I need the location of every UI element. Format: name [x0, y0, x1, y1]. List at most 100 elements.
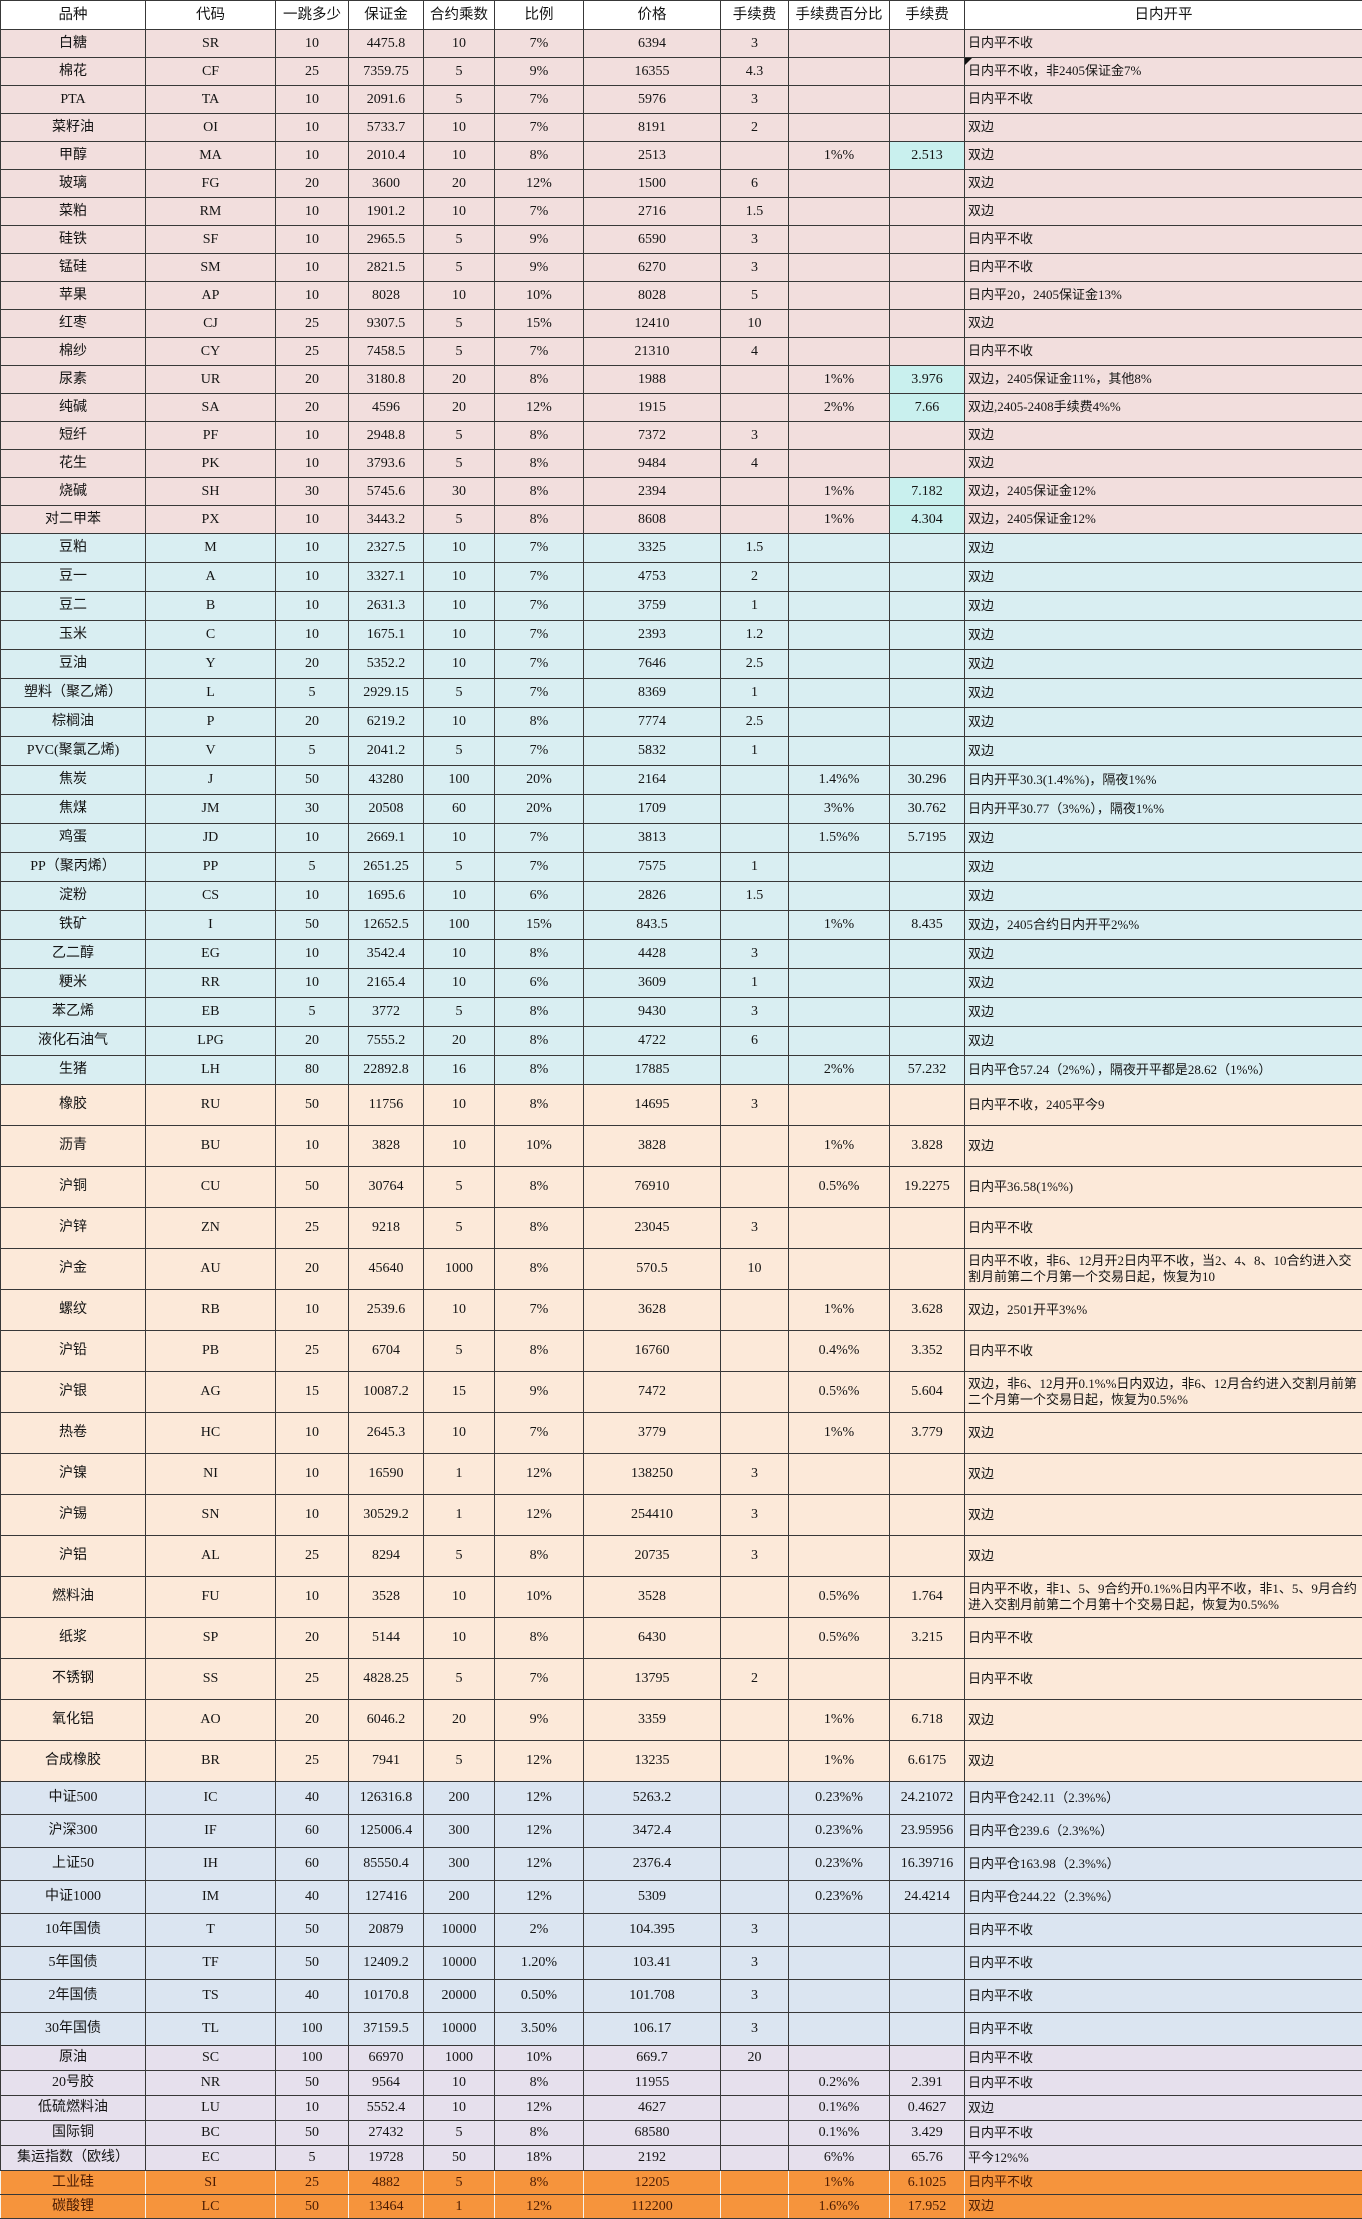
cell-price[interactable]: 3359 [584, 1700, 721, 1741]
cell-fee-amount[interactable]: 30.762 [890, 795, 965, 824]
cell-price[interactable]: 11955 [584, 2071, 721, 2096]
cell-fee-percent[interactable]: 0.23%% [789, 1782, 890, 1815]
cell-fee[interactable]: 2.5 [721, 650, 789, 679]
cell-intraday-note[interactable]: 日内平不收 [965, 254, 1362, 282]
cell-tick-size[interactable]: 10 [276, 2096, 349, 2121]
cell-multiplier[interactable]: 5 [424, 998, 495, 1027]
cell-variety[interactable]: 沥青 [1, 1126, 146, 1167]
cell-fee-percent[interactable]: 0.23%% [789, 1881, 890, 1914]
cell-fee-amount[interactable] [890, 114, 965, 142]
cell-margin[interactable]: 7359.75 [349, 58, 424, 86]
cell-fee[interactable] [721, 1577, 789, 1618]
cell-code[interactable]: RR [146, 969, 276, 998]
cell-fee-percent[interactable] [789, 86, 890, 114]
cell-code[interactable]: OI [146, 114, 276, 142]
cell-margin[interactable]: 2821.5 [349, 254, 424, 282]
cell-tick-size[interactable]: 10 [276, 969, 349, 998]
cell-multiplier[interactable]: 10 [424, 30, 495, 58]
cell-price[interactable]: 7372 [584, 422, 721, 450]
cell-code[interactable]: RM [146, 198, 276, 226]
cell-multiplier[interactable]: 5 [424, 1536, 495, 1577]
cell-fee-percent[interactable] [789, 1208, 890, 1249]
cell-intraday-note[interactable]: 日内平36.58(1%%) [965, 1167, 1362, 1208]
cell-multiplier[interactable]: 200 [424, 1782, 495, 1815]
cell-code[interactable]: TL [146, 2013, 276, 2046]
cell-fee-amount[interactable]: 3.779 [890, 1413, 965, 1454]
cell-margin[interactable]: 2091.6 [349, 86, 424, 114]
cell-multiplier[interactable]: 1000 [424, 2046, 495, 2071]
cell-code[interactable]: I [146, 911, 276, 940]
cell-ratio[interactable]: 7% [495, 679, 584, 708]
cell-price[interactable]: 6590 [584, 226, 721, 254]
cell-tick-size[interactable]: 5 [276, 737, 349, 766]
cell-code[interactable]: CU [146, 1167, 276, 1208]
cell-fee[interactable]: 3 [721, 1454, 789, 1495]
cell-fee-percent[interactable] [789, 1659, 890, 1700]
cell-tick-size[interactable]: 10 [276, 506, 349, 534]
cell-fee-percent[interactable] [789, 1947, 890, 1980]
cell-fee-percent[interactable] [789, 198, 890, 226]
cell-intraday-note[interactable]: 双边 [965, 1700, 1362, 1741]
cell-fee-percent[interactable]: 1%% [789, 366, 890, 394]
cell-variety[interactable]: 棉纱 [1, 338, 146, 366]
cell-price[interactable]: 16760 [584, 1331, 721, 1372]
cell-intraday-note[interactable]: 双边，2405合约日内开平2%% [965, 911, 1362, 940]
cell-code[interactable]: T [146, 1914, 276, 1947]
cell-intraday-note[interactable]: 双边，2405保证金12% [965, 478, 1362, 506]
cell-ratio[interactable]: 8% [495, 1167, 584, 1208]
cell-price[interactable]: 4627 [584, 2096, 721, 2121]
cell-fee-percent[interactable]: 0.5%% [789, 1577, 890, 1618]
cell-price[interactable]: 2394 [584, 478, 721, 506]
cell-tick-size[interactable]: 10 [276, 592, 349, 621]
cell-code[interactable]: PP [146, 853, 276, 882]
cell-fee-amount[interactable] [890, 534, 965, 563]
cell-code[interactable]: LH [146, 1056, 276, 1085]
cell-code[interactable]: SF [146, 226, 276, 254]
cell-ratio[interactable]: 7% [495, 1290, 584, 1331]
cell-intraday-note[interactable]: 日内平不收 [965, 2121, 1362, 2146]
cell-intraday-note[interactable]: 双边，非6、12月开0.1%%日内双边，非6、12月合约进入交割月前第二个月第一… [965, 1372, 1362, 1413]
cell-ratio[interactable]: 7% [495, 650, 584, 679]
cell-code[interactable]: SI [146, 2171, 276, 2195]
cell-tick-size[interactable]: 25 [276, 1208, 349, 1249]
cell-tick-size[interactable]: 50 [276, 2195, 349, 2219]
cell-fee-percent[interactable]: 1%% [789, 2171, 890, 2195]
cell-fee-percent[interactable] [789, 650, 890, 679]
cell-code[interactable]: V [146, 737, 276, 766]
cell-margin[interactable]: 5352.2 [349, 650, 424, 679]
cell-fee-amount[interactable] [890, 621, 965, 650]
cell-variety[interactable]: 玻璃 [1, 170, 146, 198]
cell-fee-amount[interactable]: 7.182 [890, 478, 965, 506]
cell-tick-size[interactable]: 10 [276, 1454, 349, 1495]
cell-variety[interactable]: 烧碱 [1, 478, 146, 506]
cell-fee-percent[interactable]: 2%% [789, 1056, 890, 1085]
cell-code[interactable]: NI [146, 1454, 276, 1495]
cell-intraday-note[interactable]: 双边 [965, 708, 1362, 737]
cell-fee-percent[interactable] [789, 708, 890, 737]
cell-intraday-note[interactable]: 日内平不收，非2405保证金7% [965, 58, 1362, 86]
cell-variety[interactable]: 橡胶 [1, 1085, 146, 1126]
cell-margin[interactable]: 10087.2 [349, 1372, 424, 1413]
cell-margin[interactable]: 85550.4 [349, 1848, 424, 1881]
cell-multiplier[interactable]: 20 [424, 1700, 495, 1741]
cell-price[interactable]: 12205 [584, 2171, 721, 2195]
cell-tick-size[interactable]: 10 [276, 422, 349, 450]
cell-code[interactable]: M [146, 534, 276, 563]
cell-tick-size[interactable]: 60 [276, 1815, 349, 1848]
cell-multiplier[interactable]: 10 [424, 1413, 495, 1454]
cell-fee[interactable]: 2 [721, 114, 789, 142]
cell-tick-size[interactable]: 10 [276, 1290, 349, 1331]
cell-margin[interactable]: 2948.8 [349, 422, 424, 450]
cell-margin[interactable]: 125006.4 [349, 1815, 424, 1848]
cell-ratio[interactable]: 7% [495, 737, 584, 766]
cell-variety[interactable]: 沪锡 [1, 1495, 146, 1536]
cell-variety[interactable]: 沪深300 [1, 1815, 146, 1848]
cell-price[interactable]: 7575 [584, 853, 721, 882]
cell-fee-amount[interactable] [890, 2046, 965, 2071]
cell-fee[interactable]: 3 [721, 1914, 789, 1947]
cell-price[interactable]: 17885 [584, 1056, 721, 1085]
cell-code[interactable]: MA [146, 142, 276, 170]
cell-fee[interactable]: 3 [721, 254, 789, 282]
cell-intraday-note[interactable]: 日内平不收 [965, 338, 1362, 366]
cell-variety[interactable]: 焦炭 [1, 766, 146, 795]
